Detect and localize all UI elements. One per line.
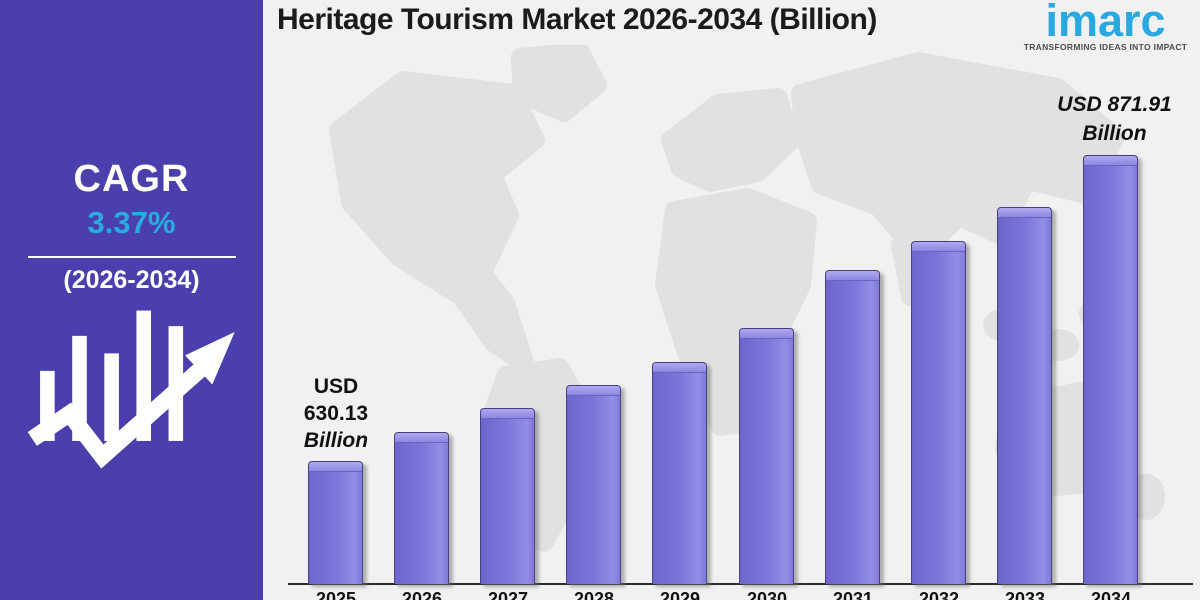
forecast-period: (2026-2034) — [63, 266, 200, 294]
imarc-logo-wordmark: imarc — [1045, 0, 1166, 46]
x-axis-label: 2025 — [315, 589, 357, 600]
bar-2033 — [997, 207, 1052, 584]
bar-2031 — [825, 270, 880, 584]
first-label-line2: 630.13 — [303, 402, 369, 425]
x-axis-label: 2027 — [487, 589, 529, 600]
last-bar-value-label: USD 871.91 Billion — [1032, 90, 1197, 148]
bar-2027 — [480, 408, 535, 584]
first-label-line3: Billion — [303, 429, 369, 452]
x-axis-label: 2030 — [746, 589, 788, 600]
last-label-line1: USD 871.91 — [1057, 93, 1172, 116]
imarc-logo: imarc TRANSFORMING IDEAS INTO IMPACT — [1018, 0, 1193, 52]
cagr-label: CAGR — [73, 158, 190, 200]
bar-2034 — [1083, 155, 1138, 584]
bar-2030 — [739, 328, 794, 584]
x-axis-label: 2032 — [918, 589, 960, 600]
imarc-logo-tagline: TRANSFORMING IDEAS INTO IMPACT — [1023, 42, 1188, 53]
first-bar-value-label: USD 630.13 Billion — [276, 373, 396, 454]
bar-chart-growth-arrow-icon — [26, 295, 241, 475]
chart-title: Heritage Tourism Market 2026-2034 (Billi… — [277, 3, 877, 36]
last-label-line2: Billion — [1082, 122, 1147, 145]
x-axis-label: 2033 — [1004, 589, 1046, 600]
x-axis-line — [288, 583, 1193, 585]
x-axis-label: 2031 — [832, 589, 874, 600]
bar-2028 — [566, 385, 621, 584]
bar-2026 — [394, 432, 449, 584]
bar-2025 — [308, 461, 363, 584]
bar-2029 — [652, 362, 707, 584]
first-label-line1: USD — [313, 375, 359, 398]
x-axis-label: 2028 — [573, 589, 615, 600]
cagr-value: 3.37% — [87, 205, 176, 240]
x-axis-label: 2034 — [1090, 589, 1132, 600]
x-axis-label: 2029 — [659, 589, 701, 600]
divider-line — [28, 256, 236, 258]
cagr-panel: CAGR 3.37% (2026-2034) — [0, 0, 263, 600]
x-axis-label: 2026 — [401, 589, 443, 600]
bar-2032 — [911, 241, 966, 584]
